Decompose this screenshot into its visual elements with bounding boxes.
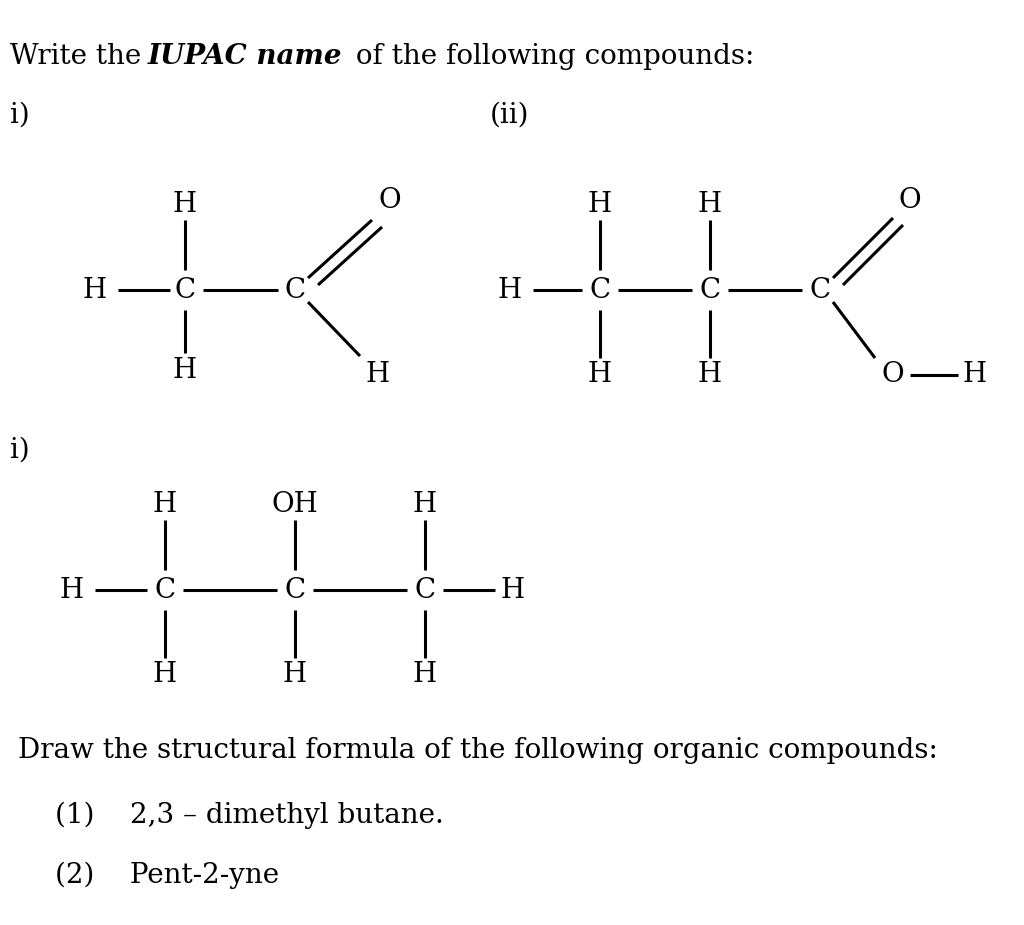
Text: (1)    2,3 – dimethyl butane.: (1) 2,3 – dimethyl butane. bbox=[55, 801, 443, 829]
Text: H: H bbox=[60, 576, 84, 603]
Text: O: O bbox=[379, 187, 401, 214]
Text: H: H bbox=[588, 362, 612, 388]
Text: C: C bbox=[155, 576, 175, 603]
Text: H: H bbox=[501, 576, 525, 603]
Text: H: H bbox=[83, 277, 108, 303]
Text: H: H bbox=[173, 191, 197, 218]
Text: (ii): (ii) bbox=[490, 102, 529, 129]
Text: IUPAC name: IUPAC name bbox=[148, 43, 342, 70]
Text: of the following compounds:: of the following compounds: bbox=[347, 43, 755, 70]
Text: O: O bbox=[899, 187, 922, 214]
Text: H: H bbox=[963, 362, 987, 388]
Text: Write the: Write the bbox=[10, 43, 151, 70]
Text: H: H bbox=[153, 491, 177, 519]
Text: H: H bbox=[283, 661, 307, 688]
Text: H: H bbox=[498, 277, 522, 303]
Text: C: C bbox=[809, 277, 830, 303]
Text: C: C bbox=[415, 576, 435, 603]
Text: H: H bbox=[698, 191, 722, 218]
Text: OH: OH bbox=[271, 491, 318, 519]
Text: C: C bbox=[174, 277, 196, 303]
Text: H: H bbox=[173, 356, 197, 384]
Text: C: C bbox=[699, 277, 721, 303]
Text: Draw the structural formula of the following organic compounds:: Draw the structural formula of the follo… bbox=[18, 736, 938, 763]
Text: H: H bbox=[413, 491, 437, 519]
Text: O: O bbox=[882, 362, 904, 388]
Text: C: C bbox=[285, 576, 305, 603]
Text: i): i) bbox=[10, 437, 30, 463]
Text: H: H bbox=[413, 661, 437, 688]
Text: C: C bbox=[285, 277, 305, 303]
Text: H: H bbox=[366, 362, 390, 388]
Text: C: C bbox=[590, 277, 610, 303]
Text: (2)    Pent-2-yne: (2) Pent-2-yne bbox=[55, 861, 280, 889]
Text: i): i) bbox=[10, 102, 30, 129]
Text: H: H bbox=[153, 661, 177, 688]
Text: H: H bbox=[588, 191, 612, 218]
Text: H: H bbox=[698, 362, 722, 388]
